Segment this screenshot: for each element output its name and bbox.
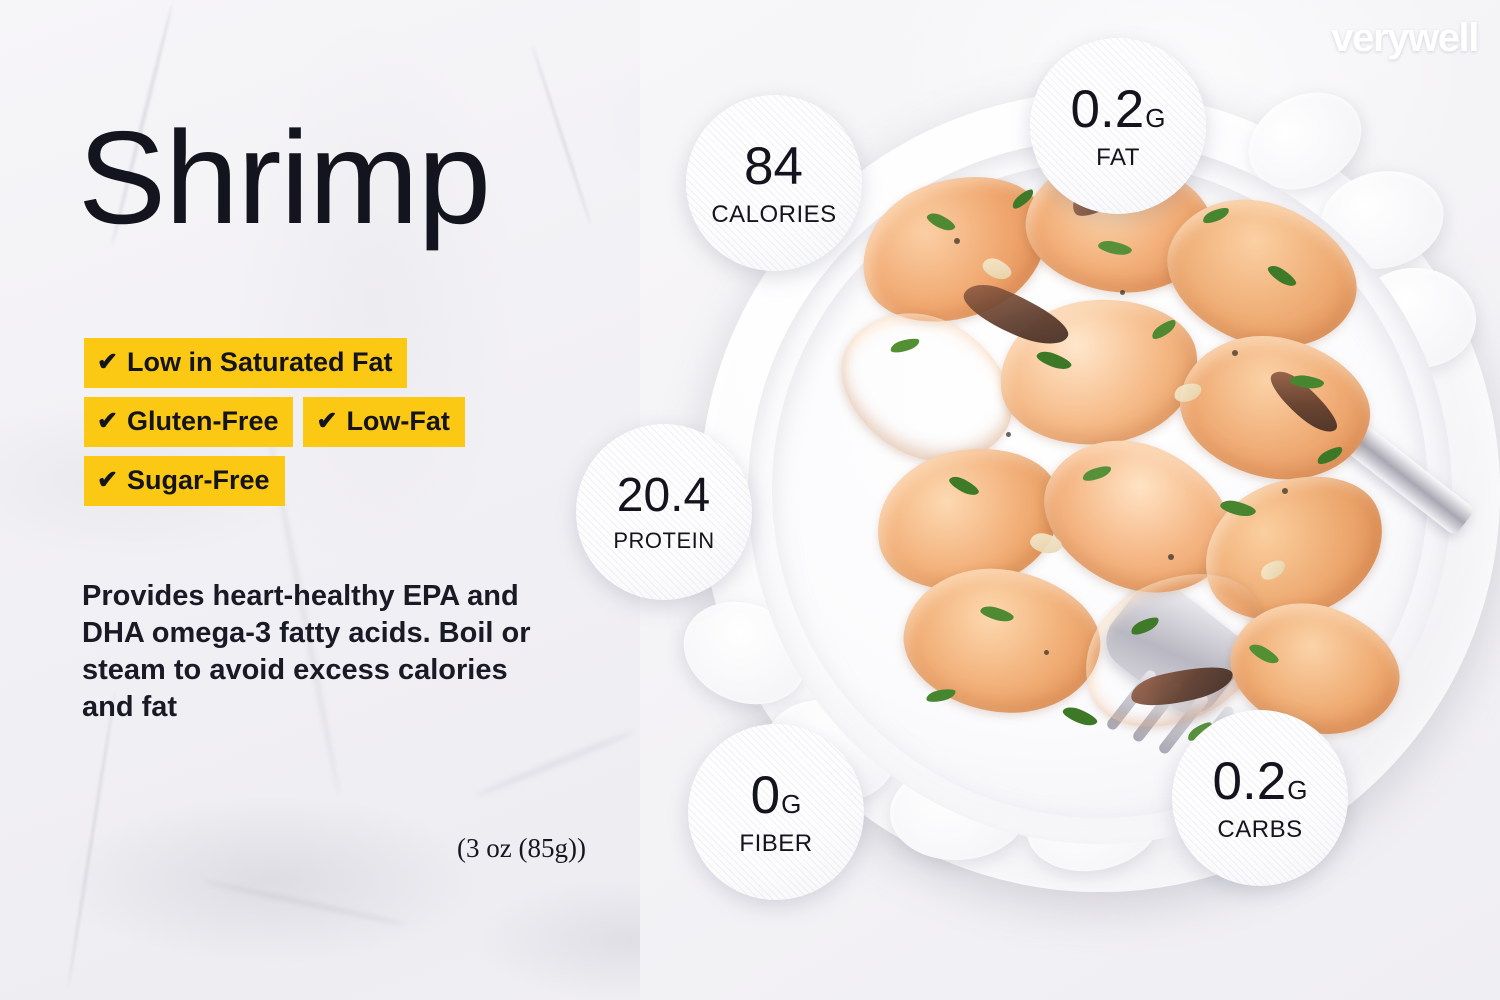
check-icon: ✔: [316, 407, 338, 435]
nutrition-label: FAT: [1096, 143, 1140, 171]
nutrition-badge-carbs: 0.2 G CARBS: [1172, 710, 1348, 886]
tag-row: ✔ Low in Saturated Fat: [84, 338, 604, 388]
feature-tag-list: ✔ Low in Saturated Fat ✔ Gluten-Free ✔ L…: [84, 338, 604, 515]
nutrition-value: 0.2 G: [1071, 83, 1166, 136]
value-unit: G: [1145, 102, 1166, 133]
herb-garnish: [925, 687, 957, 704]
value-unit: G: [781, 788, 802, 819]
badge-disc: 84 CALORIES: [686, 95, 862, 271]
badge-disc: 0.2 G FAT: [1030, 38, 1206, 214]
marble-vein: [201, 878, 409, 928]
shrimp-pile: [830, 143, 1416, 756]
nutrition-badge-calories: 84 CALORIES: [686, 95, 862, 271]
nutrition-value: 84: [744, 140, 804, 193]
tag-sugar-free: ✔ Sugar-Free: [84, 456, 285, 506]
pepper-fleck: [954, 238, 960, 244]
marble-vein: [530, 44, 593, 226]
pepper-fleck: [1282, 488, 1288, 494]
pepper-fleck: [1044, 650, 1049, 655]
page-title: Shrimp: [78, 104, 491, 251]
tag-label: Gluten-Free: [126, 406, 279, 436]
value-number: 84: [744, 136, 803, 196]
tag-low-fat: ✔ Low-Fat: [303, 397, 465, 447]
food-photo: [640, 0, 1500, 1000]
value-number: 0.2: [1070, 79, 1145, 139]
tag-gluten-free: ✔ Gluten-Free: [84, 397, 294, 447]
nutrition-badge-protein: 20.4 PROTEIN: [576, 424, 752, 600]
nutrition-value: 0.2 G: [1213, 755, 1308, 808]
pepper-fleck: [1006, 432, 1011, 437]
check-icon: ✔: [97, 466, 118, 494]
verywell-logo: verywell: [1331, 16, 1479, 60]
nutrition-label: PROTEIN: [613, 528, 715, 553]
nutrition-label: CARBS: [1217, 815, 1303, 843]
herb-garnish: [1060, 703, 1100, 730]
serving-size-text: (3 oz (85g)): [457, 833, 586, 863]
badge-disc: 20.4 PROTEIN: [576, 424, 752, 600]
pepper-fleck: [1232, 350, 1238, 356]
value-number: 0.2: [1212, 751, 1287, 811]
tag-row: ✔ Sugar-Free: [84, 456, 604, 506]
description-text: Provides heart-healthy EPA and DHA omega…: [82, 580, 531, 724]
pepper-fleck: [1120, 290, 1125, 295]
check-icon: ✔: [97, 407, 118, 435]
nutrition-label: FIBER: [739, 829, 813, 857]
value-number: 0: [750, 765, 781, 825]
value-unit: G: [1287, 774, 1308, 805]
marble-vein: [66, 691, 117, 989]
tag-low-in-saturated-fat: ✔ Low in Saturated Fat: [84, 338, 408, 388]
tag-label: Low in Saturated Fat: [126, 347, 393, 377]
badge-disc: 0.2 G CARBS: [1172, 710, 1348, 886]
tag-row: ✔ Gluten-Free ✔ Low-Fat: [84, 397, 604, 447]
marble-vein: [474, 728, 636, 799]
nutrition-label: CALORIES: [711, 200, 837, 228]
value-number: 20.4: [616, 469, 711, 522]
check-icon: ✔: [97, 348, 118, 376]
nutrition-badge-fat: 0.2 G FAT: [1030, 38, 1206, 214]
tag-label: Sugar-Free: [126, 465, 270, 495]
nutrition-value: 20.4: [617, 472, 711, 520]
pepper-fleck: [1168, 554, 1174, 560]
shrimp: [1165, 317, 1385, 499]
tag-label: Low-Fat: [346, 406, 450, 436]
